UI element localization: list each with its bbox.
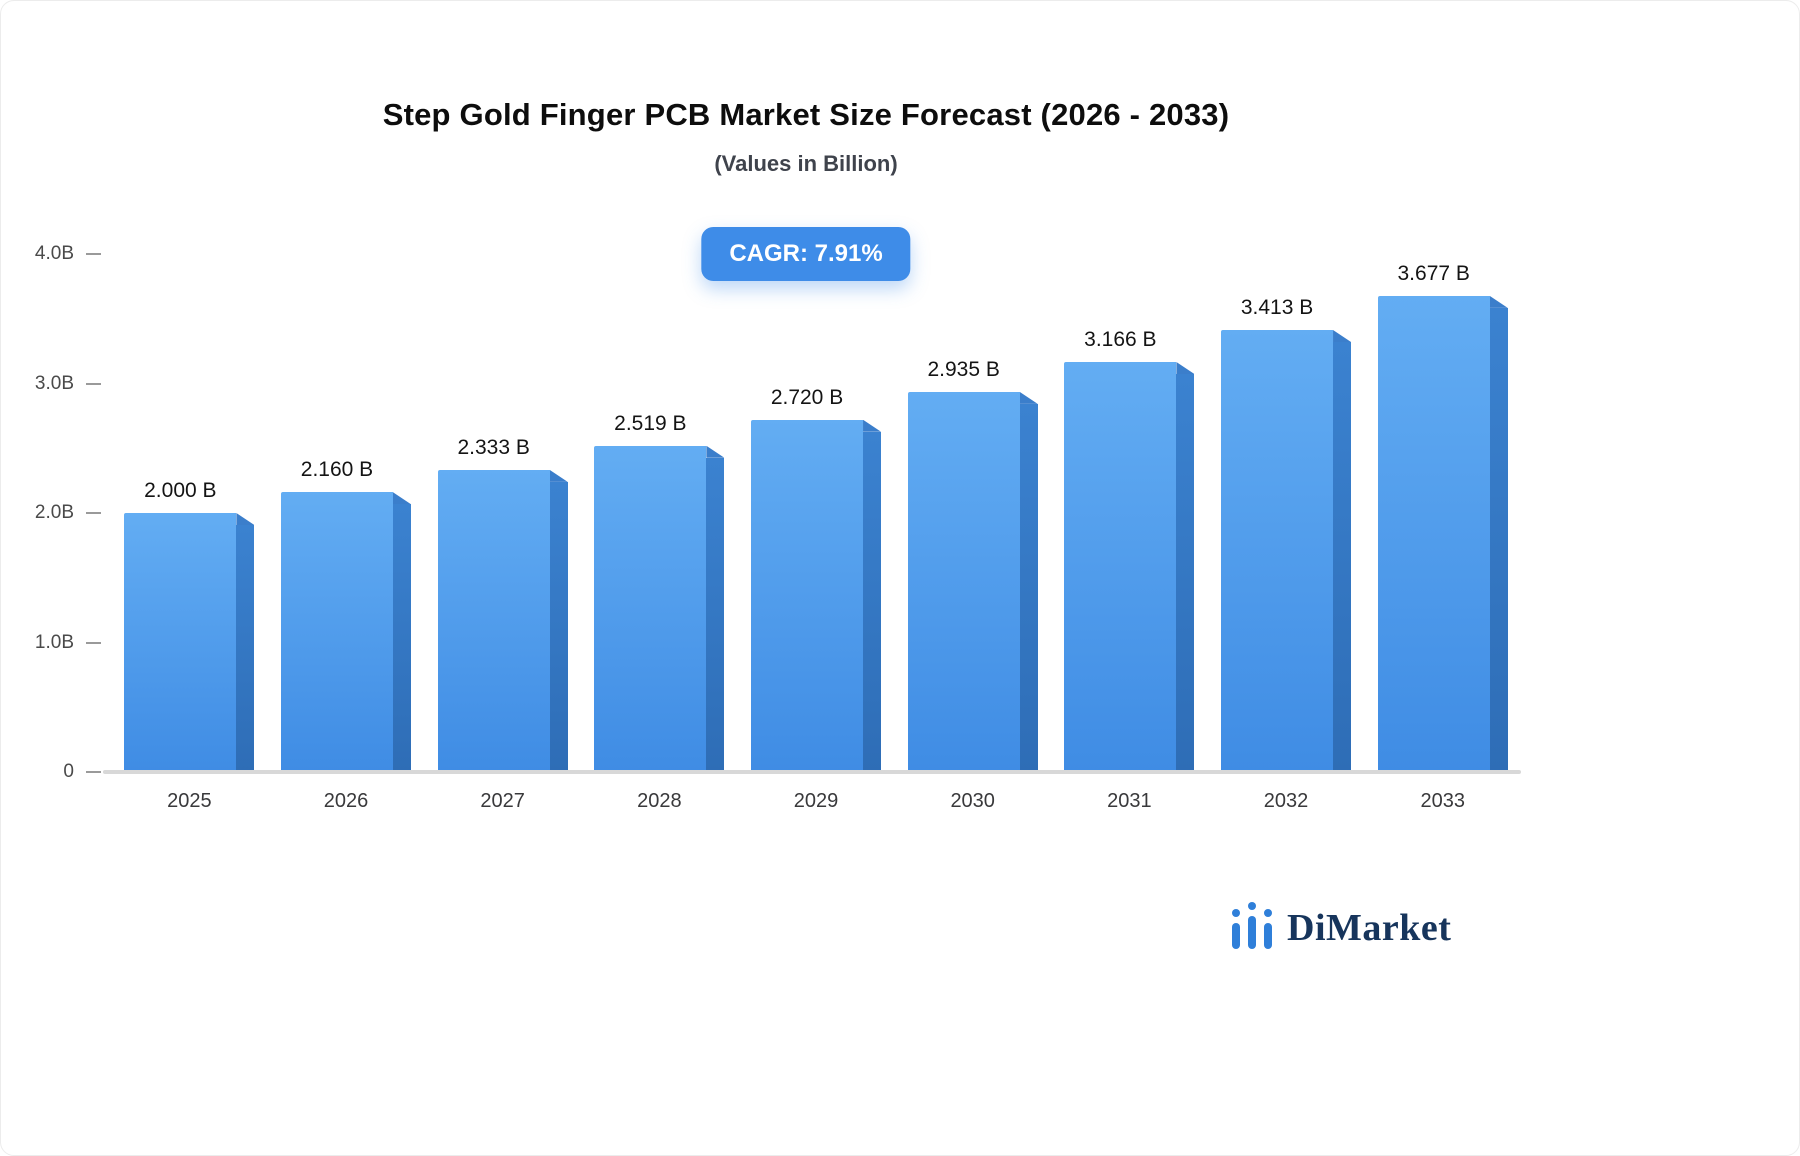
bar-slot: 3.166 B — [1051, 254, 1208, 772]
bar-value-label: 2.160 B — [300, 458, 374, 482]
bar: 3.677 B — [1377, 262, 1508, 772]
bar-top-edge — [1333, 330, 1352, 343]
x-axis-label: 2032 — [1263, 790, 1309, 812]
bar: 3.166 B — [1064, 328, 1195, 772]
bar-top-edge — [706, 445, 725, 458]
logo-text: DiMarket — [1287, 906, 1452, 949]
bars-container: 2.000 B 2.160 B 2.333 B 2.519 B 2.720 B 2.935… — [111, 254, 1521, 772]
bar-top-edge — [863, 419, 882, 432]
bar-face — [1221, 330, 1334, 772]
y-axis-tick: 2.0B — [35, 502, 101, 524]
x-axis-label: 2030 — [950, 790, 995, 812]
bar-face — [1064, 362, 1177, 772]
bar-slot: 3.677 B — [1364, 254, 1521, 772]
bar-value-label: 3.413 B — [1240, 296, 1314, 320]
x-axis-label: 2029 — [793, 790, 839, 812]
bar-slot: 2.333 B — [424, 254, 581, 772]
x-axis-line — [103, 770, 1521, 774]
bar-face — [1377, 295, 1490, 772]
x-axis-label: 2031 — [1107, 790, 1152, 812]
bar-side — [236, 525, 255, 772]
bar-face — [907, 391, 1020, 772]
y-axis-tick-mark — [86, 253, 101, 255]
x-axis-label: 2033 — [1420, 790, 1465, 812]
y-axis-tick-label: 4.0B — [34, 243, 74, 264]
bar-value-label: 2.519 B — [614, 411, 687, 435]
bar-face — [751, 419, 864, 772]
y-axis-tick-mark — [86, 382, 101, 385]
y-axis-tick-mark — [86, 512, 101, 514]
bar-top-edge — [1489, 295, 1508, 308]
bar-value-label: 3.166 B — [1084, 328, 1157, 352]
bar-top-edge — [1019, 391, 1038, 404]
chart-subtitle: (Values in Billion) — [714, 151, 898, 176]
y-axis-tick: 1.0B — [35, 632, 101, 654]
bar-side — [1333, 342, 1352, 772]
y-axis-tick-label: 1.0B — [34, 631, 74, 653]
logo: DiMarket — [1229, 901, 1451, 954]
bar-value-label: 2.720 B — [770, 385, 844, 409]
bar: 3.413 B — [1221, 296, 1352, 772]
bar: 2.935 B — [907, 358, 1038, 772]
x-axis-label: 2027 — [480, 790, 525, 812]
x-axis-label: 2028 — [637, 790, 682, 812]
bar-side — [1019, 403, 1038, 772]
bar-side — [706, 457, 725, 772]
chart-title: Step Gold Finger PCB Market Size Forecas… — [382, 97, 1230, 132]
bar-value-label: 3.677 B — [1397, 261, 1470, 285]
y-axis-tick-label: 3.0B — [34, 372, 74, 394]
bar-value-label: 2.935 B — [927, 357, 1000, 381]
bar-side — [549, 481, 568, 772]
bar-slot: 2.519 B — [581, 254, 738, 772]
bar-slot: 2.000 B — [111, 254, 268, 772]
bar-top-edge — [549, 469, 568, 482]
bar-side — [393, 504, 411, 772]
bar-top-edge — [236, 513, 255, 525]
bar-value-label: 2.000 B — [144, 479, 217, 502]
y-axis-tick: 4.0B — [35, 243, 101, 265]
y-axis-tick-mark — [86, 641, 101, 644]
x-axis-labels: 2025 2026 2027 2028 2029 2030 2031 2032 2033 — [111, 790, 1521, 813]
y-axis-tick-mark — [86, 771, 101, 773]
x-axis-label: 2026 — [323, 790, 369, 812]
bar-chart-icon — [1229, 901, 1275, 954]
bar-slot: 2.160 B — [268, 254, 425, 772]
y-axis-tick-label: 2.0B — [34, 502, 74, 523]
bar-side — [1176, 374, 1195, 772]
bar-top-edge — [1176, 362, 1195, 375]
x-axis-label: 2025 — [167, 790, 212, 812]
bar: 2.333 B — [437, 436, 568, 772]
bar-face — [594, 445, 707, 772]
y-axis-tick: 0 — [63, 761, 101, 783]
bar: 2.000 B — [124, 479, 255, 772]
bar: 2.720 B — [751, 386, 882, 772]
cagr-badge: CAGR: 7.91% — [701, 227, 911, 281]
bar-side — [863, 431, 882, 772]
bar-face — [281, 492, 393, 772]
bar-face — [124, 513, 237, 772]
bar: 2.160 B — [281, 458, 411, 772]
y-axis-tick-label: 0 — [63, 761, 74, 782]
bar: 2.519 B — [594, 412, 725, 772]
bar-slot: 2.720 B — [738, 254, 895, 772]
bar-slot: 3.413 B — [1208, 254, 1365, 772]
bar-face — [437, 469, 550, 772]
bar-top-edge — [393, 492, 411, 505]
y-axis-tick: 3.0B — [35, 373, 101, 395]
bar-value-label: 2.333 B — [457, 435, 530, 459]
bar-side — [1489, 307, 1508, 772]
bar-slot: 2.935 B — [894, 254, 1051, 772]
